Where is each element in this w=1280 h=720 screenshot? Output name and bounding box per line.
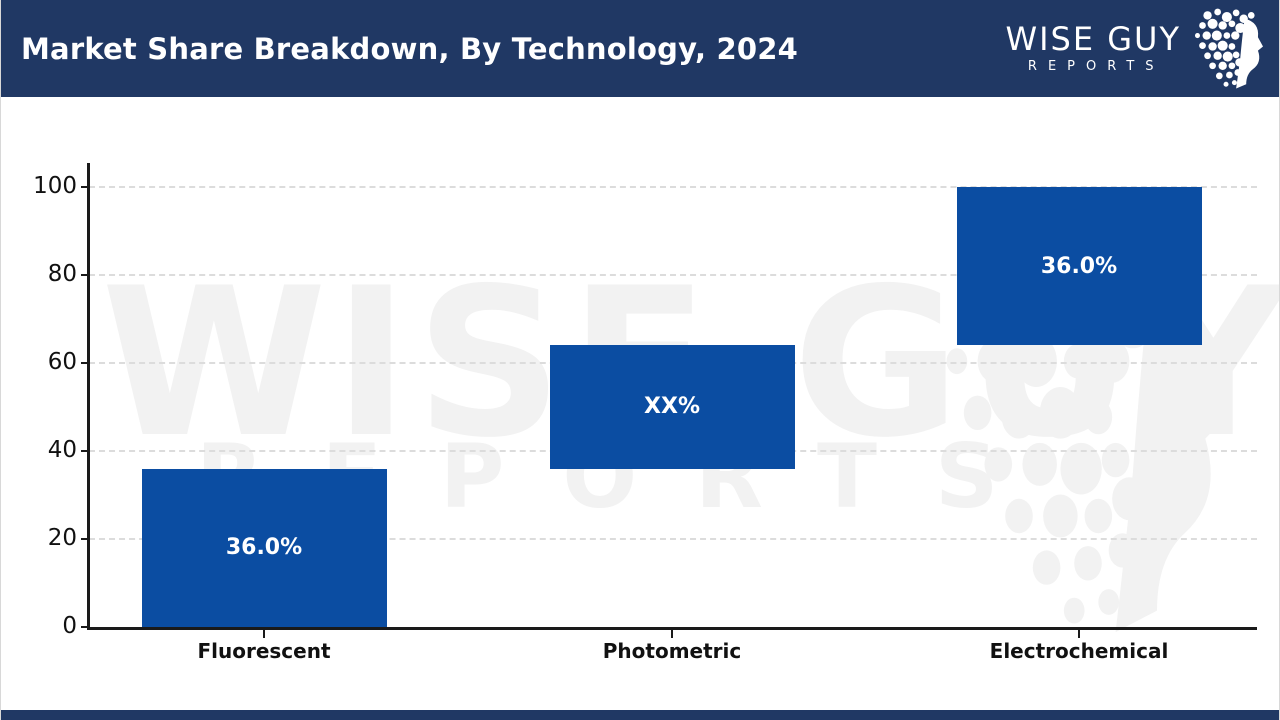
x-tick-label: Photometric — [602, 639, 742, 663]
y-tickmark — [81, 274, 89, 276]
wiseguy-logo: WISE GUY REPORTS — [1005, 7, 1265, 91]
x-tickmark — [1078, 630, 1080, 638]
y-axis-line — [87, 163, 90, 630]
y-tickmark — [81, 362, 89, 364]
y-tickmark — [81, 186, 89, 188]
x-tick-label: Fluorescent — [197, 639, 331, 663]
chart-title: Market Share Breakdown, By Technology, 2… — [21, 31, 799, 66]
bar-electrochemical: 36.0% — [956, 187, 1202, 346]
y-tickmark — [81, 538, 89, 540]
logo-title: WISE GUY — [1005, 20, 1181, 59]
y-tick-label: 60 — [47, 349, 77, 375]
y-gridline — [89, 274, 1257, 276]
y-tick-label: 20 — [47, 525, 77, 551]
y-gridline — [89, 538, 1257, 540]
y-gridline — [89, 186, 1257, 188]
wiseguy-face-icon — [1194, 8, 1263, 88]
x-tick-label: Electrochemical — [989, 639, 1169, 663]
y-tick-label: 80 — [47, 261, 77, 287]
x-tickmark — [671, 630, 673, 638]
y-tickmark — [81, 626, 89, 628]
bar-fluorescent: 36.0% — [141, 468, 387, 627]
bar-value-label: XX% — [644, 394, 700, 420]
bar-photometric: XX% — [549, 345, 795, 469]
bar-value-label: 36.0% — [1040, 253, 1118, 279]
y-tickmark — [81, 450, 89, 452]
y-tick-label: 100 — [33, 173, 77, 199]
x-axis-line — [87, 627, 1257, 630]
y-tick-label: 40 — [47, 437, 77, 463]
x-tickmark — [263, 630, 265, 638]
footer-bar — [1, 710, 1279, 720]
logo-subtitle: REPORTS — [1027, 58, 1165, 74]
header-bar: Market Share Breakdown, By Technology, 2… — [1, 0, 1279, 97]
bar-value-label: 36.0% — [225, 535, 303, 561]
logo-wordmark: WISE GUY REPORTS — [1005, 23, 1181, 74]
y-tick-label: 0 — [62, 613, 77, 639]
